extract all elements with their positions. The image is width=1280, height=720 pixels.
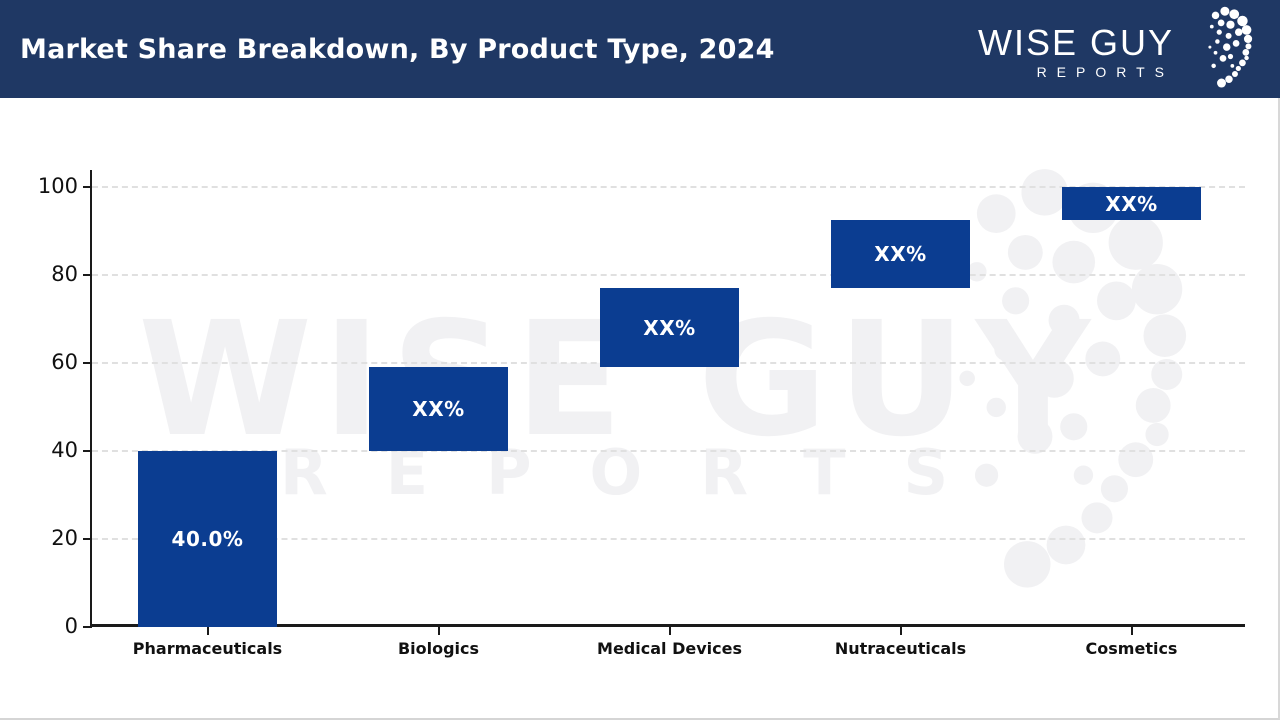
x-tick-mark [1130, 627, 1133, 635]
bar-value-label: XX% [1105, 191, 1158, 216]
y-tick-mark [83, 186, 92, 188]
y-tick-label: 0 [64, 614, 78, 638]
x-tick-mark [206, 627, 209, 635]
logo-wordmark: WISE GUY REPORTS [978, 24, 1174, 80]
y-tick-label: 40 [51, 438, 78, 462]
bar: XX% [831, 220, 970, 289]
wise-guy-logo: WISE GUY REPORTS [978, 6, 1266, 92]
bar-chart-plot: 0 20 40 60 80 100 40.0% Pharmaceuticals XX% Biolo… [38, 170, 1245, 658]
y-tick-mark [83, 538, 92, 540]
x-tick-label: Biologics [397, 639, 480, 658]
x-tick-label: Nutraceuticals [834, 639, 967, 658]
y-tick-mark [83, 626, 92, 628]
y-tick-label: 80 [51, 262, 78, 286]
gridline [92, 538, 1245, 540]
y-tick-mark [83, 450, 92, 452]
x-tick-label: Pharmaceuticals [132, 639, 283, 658]
x-tick-label: Cosmetics [1085, 639, 1178, 658]
gridline [92, 274, 1245, 276]
bar-value-label: 40.0% [171, 527, 244, 551]
gridline [92, 186, 1245, 188]
header-bar: Market Share Breakdown, By Product Type,… [0, 0, 1280, 98]
gridline [92, 450, 1245, 452]
y-tick-label: 100 [37, 174, 78, 198]
logo-face-icon [1208, 6, 1253, 88]
bar: XX% [369, 367, 508, 451]
bar-value-label: XX% [643, 315, 696, 340]
y-tick-mark [83, 362, 92, 364]
logo-text-wiseguy: WISE GUY [977, 22, 1174, 64]
y-tick-label: 20 [51, 526, 78, 550]
logo-text-reports: REPORTS [1036, 63, 1174, 80]
bar-value-label: XX% [874, 242, 927, 267]
y-tick-mark [83, 274, 92, 276]
bar-value-label: XX% [412, 397, 465, 422]
bar: XX% [600, 288, 739, 368]
x-tick-mark [668, 627, 671, 635]
x-tick-label: Medical Devices [597, 639, 742, 658]
y-tick-label: 60 [51, 350, 78, 374]
chart-canvas: WISE GUY REPORTS 0 20 40 60 80 100 40.0% Pharma… [0, 98, 1280, 720]
x-tick-mark [437, 627, 440, 635]
bar: 40.0% [138, 451, 277, 627]
page-title: Market Share Breakdown, By Product Type,… [20, 33, 775, 65]
bar: XX% [1062, 187, 1201, 220]
x-tick-mark [899, 627, 902, 635]
